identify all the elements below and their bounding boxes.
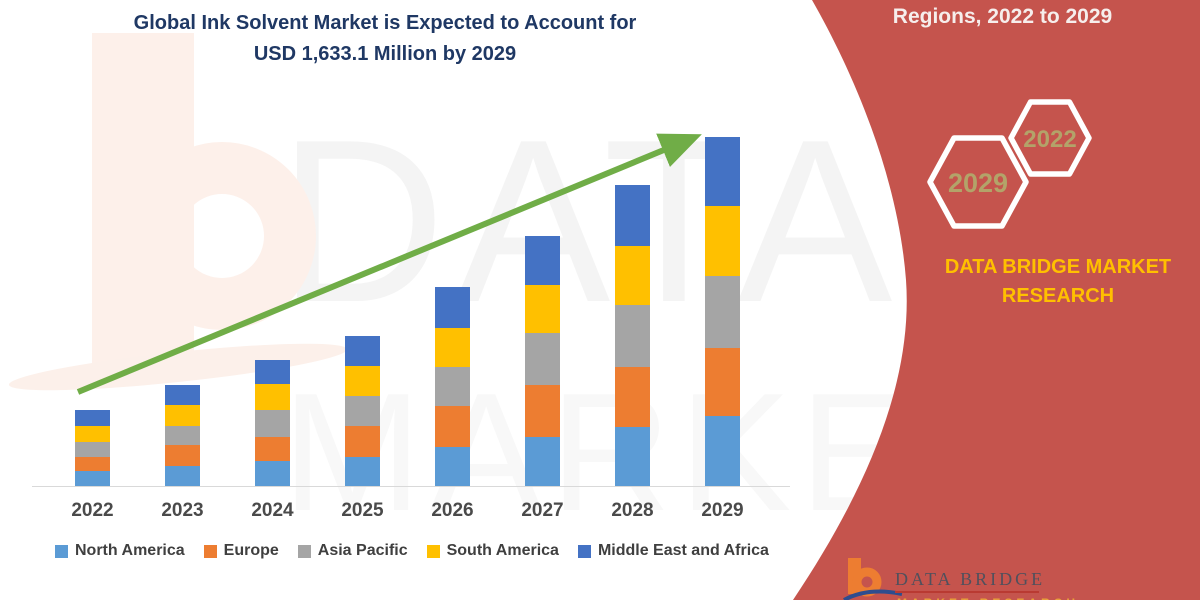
chart-legend: North America Europe Asia Pacific South Ame… [55, 542, 795, 560]
legend-label: North America [75, 542, 185, 559]
legend-item-europe: Europe [203, 542, 279, 560]
x-axis-label: 2029 [701, 500, 744, 521]
legend-swatch-icon [55, 544, 68, 558]
bar-segment-south-america [705, 206, 740, 276]
bar-segment-asia-pacific [705, 276, 740, 348]
bar-segment-north-america [705, 416, 740, 486]
brand-name-line1: DATA BRIDGE MARKET [944, 256, 1172, 278]
x-axis-label: 2026 [431, 500, 474, 521]
legend-label: Middle East and Africa [597, 542, 769, 559]
legend-label: Europe [223, 542, 279, 559]
bar-segment-europe [75, 457, 110, 471]
x-axis-label: 2028 [611, 500, 654, 521]
bar-segment-north-america [165, 466, 200, 486]
bar-segment-north-america [255, 461, 290, 486]
year-hexagons: 2029 2022 [927, 99, 1092, 229]
company-logo-icon [843, 558, 903, 600]
x-axis-label: 2023 [161, 500, 204, 521]
hexagon-2022-label: 2022 [1023, 126, 1076, 153]
bar-segment-middle-east-and-africa [75, 410, 110, 426]
bar-segment-asia-pacific [165, 426, 200, 445]
x-axis-label: 2025 [341, 500, 384, 521]
bar-segment-asia-pacific [345, 396, 380, 426]
bar-segment-north-america [75, 471, 110, 486]
bar-segment-europe [705, 348, 740, 416]
legend-item-middle-east-and-africa: Middle East and Africa [577, 542, 769, 560]
bar-segment-asia-pacific [75, 442, 110, 457]
chart-title: Global Ink Solvent Market is Expected to… [35, 8, 735, 70]
bar-segment-north-america [525, 437, 560, 486]
x-axis-label: 2024 [251, 500, 294, 521]
legend-swatch-icon [426, 544, 440, 558]
x-axis-line [32, 486, 790, 487]
x-axis-label: 2027 [521, 500, 564, 521]
bar-segment-europe [435, 406, 470, 447]
legend-item-asia-pacific: Asia Pacific [297, 542, 408, 560]
legend-item-north-america: North America [55, 542, 185, 560]
bar-segment-north-america [435, 447, 470, 486]
chart-title-line1: Global Ink Solvent Market is Expected to… [133, 12, 637, 34]
bar-segment-north-america [615, 427, 650, 486]
hexagon-2029-label: 2029 [948, 168, 1008, 198]
footer-logo-underline [895, 591, 1039, 593]
bar-segment-south-america [165, 405, 200, 426]
legend-swatch-icon [577, 544, 591, 558]
bar-segment-middle-east-and-africa [705, 137, 740, 206]
footer-logo-subtext: MARKET RESEARCH [897, 596, 1079, 600]
hexagon-2022-outline [1008, 99, 1092, 177]
legend-swatch-icon [297, 544, 311, 558]
bar-segment-north-america [345, 457, 380, 486]
bar-segment-europe [345, 426, 380, 457]
chart-title-line2: USD 1,633.1 Million by 2029 [253, 43, 517, 65]
bar-segment-europe [165, 445, 200, 466]
legend-label: Asia Pacific [317, 542, 408, 559]
hexagon-2029-outline [927, 135, 1029, 229]
bar-2022 [75, 410, 110, 486]
bar-segment-europe [255, 437, 290, 461]
footer-logo-text: DATA BRIDGE [895, 569, 1046, 589]
x-axis-label: 2022 [71, 500, 114, 521]
side-panel-heading: Regions, 2022 to 2029 [892, 5, 1113, 28]
brand-name: DATA BRIDGE MARKET RESEARCH [928, 253, 1188, 311]
bar-segment-south-america [75, 426, 110, 442]
bar-segment-asia-pacific [255, 410, 290, 437]
brand-name-line2: RESEARCH [1001, 285, 1115, 307]
legend-item-south-america: South America [426, 542, 559, 560]
legend-swatch-icon [203, 544, 217, 558]
legend-label: South America [446, 542, 559, 559]
bar-2029 [705, 137, 740, 486]
